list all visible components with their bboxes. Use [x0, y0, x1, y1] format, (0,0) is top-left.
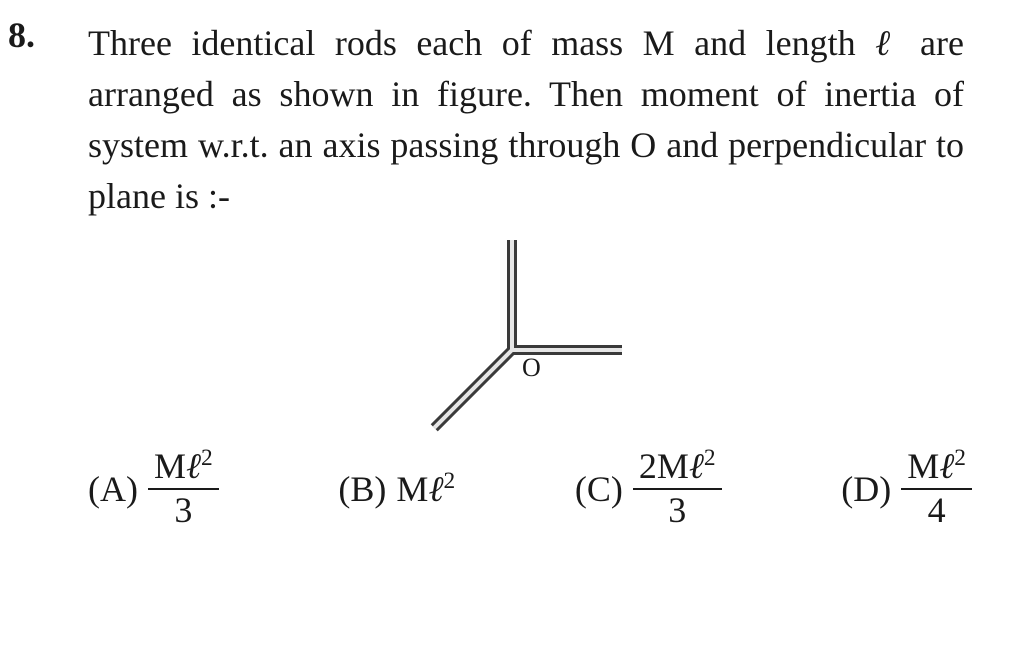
option-c-numerator: 2Mℓ2 [633, 448, 722, 490]
svg-text:O: O [522, 353, 541, 382]
page: 8. Three identical rods each of mass M a… [0, 0, 1024, 654]
option-c-fraction: 2Mℓ2 3 [633, 448, 722, 530]
option-a-numerator: Mℓ2 [148, 448, 219, 490]
option-a-label: (A) [88, 468, 138, 510]
option-c-denominator: 3 [662, 490, 692, 530]
option-b-expression: Mℓ2 [396, 468, 455, 510]
option-c-num-ell: ℓ [689, 446, 704, 486]
option-d-num-prefix: M [907, 446, 939, 486]
question-number: 8. [8, 14, 35, 56]
option-a: (A) Mℓ2 3 [88, 448, 219, 530]
option-d-sup: 2 [954, 445, 966, 471]
option-a-denominator: 3 [168, 490, 198, 530]
option-d-label: (D) [841, 468, 891, 510]
option-c: (C) 2Mℓ2 3 [575, 448, 722, 530]
option-a-sup: 2 [201, 445, 213, 471]
option-d: (D) Mℓ2 4 [841, 448, 972, 530]
option-b-label: (B) [338, 468, 386, 510]
question-text: Three identical rods each of mass M and … [88, 18, 964, 222]
options-row: (A) Mℓ2 3 (B) Mℓ2 (C) 2Mℓ2 3 [88, 448, 972, 530]
option-d-fraction: Mℓ2 4 [901, 448, 972, 530]
option-b-prefix: M [396, 469, 428, 509]
option-a-num-prefix: M [154, 446, 186, 486]
figure-container: O [0, 230, 1024, 440]
option-c-num-prefix: 2M [639, 446, 689, 486]
option-b-sup: 2 [443, 468, 455, 494]
question-ell: ℓ [875, 23, 900, 63]
option-a-num-ell: ℓ [186, 446, 201, 486]
option-c-label: (C) [575, 468, 623, 510]
option-b-ell: ℓ [428, 469, 443, 509]
option-d-numerator: Mℓ2 [901, 448, 972, 490]
option-c-sup: 2 [704, 445, 716, 471]
rods-diagram: O [362, 230, 662, 440]
question-part-1: Three identical rods each of mass M and … [88, 23, 875, 63]
option-d-num-ell: ℓ [939, 446, 954, 486]
option-a-fraction: Mℓ2 3 [148, 448, 219, 530]
option-b: (B) Mℓ2 [338, 468, 455, 510]
option-d-denominator: 4 [922, 490, 952, 530]
